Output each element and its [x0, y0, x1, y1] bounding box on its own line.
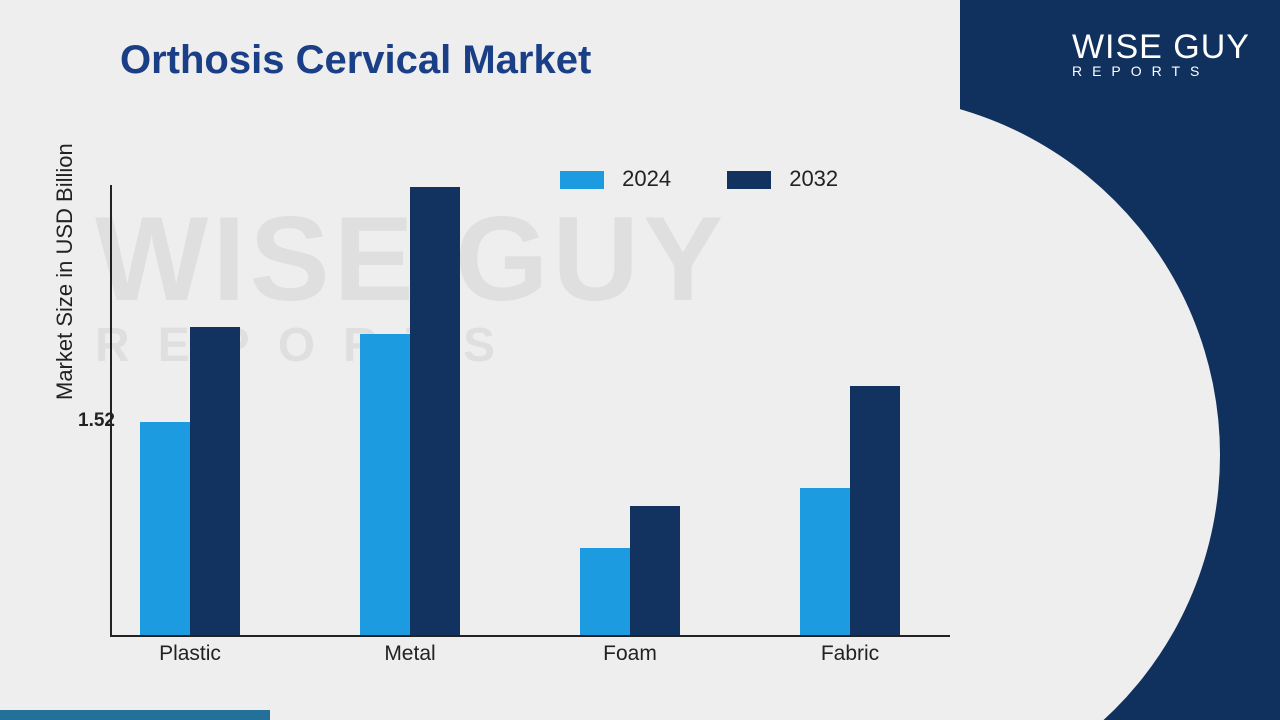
x-label-plastic: Plastic [130, 642, 250, 666]
bar-foam-2032 [630, 506, 680, 635]
chart-title: Orthosis Cervical Market [120, 38, 591, 83]
x-label-metal: Metal [350, 642, 470, 666]
bar-metal-2032 [410, 187, 460, 635]
y-axis-label: Market Size in USD Billion [52, 143, 78, 400]
legend-label-2024: 2024 [622, 166, 671, 191]
legend-swatch-2024 [560, 171, 604, 189]
x-axis [110, 635, 950, 637]
bottom-strip [0, 710, 270, 720]
x-label-fabric: Fabric [790, 642, 910, 666]
page: WISE GUY REPORTS WISE GUY REPORTS Orthos… [0, 0, 1280, 720]
bar-group-plastic [140, 327, 240, 635]
bar-fabric-2032 [850, 386, 900, 635]
legend-label-2032: 2032 [789, 166, 838, 191]
bar-group-metal [360, 187, 460, 635]
bar-plastic-2024 [140, 422, 190, 635]
bar-metal-2024 [360, 334, 410, 635]
legend-item-2024: 2024 [560, 166, 671, 192]
x-label-foam: Foam [570, 642, 690, 666]
bar-plastic-2032 [190, 327, 240, 635]
bar-foam-2024 [580, 548, 630, 635]
brand-logo: WISE GUY REPORTS [1072, 28, 1250, 79]
brand-main: WISE GUY [1072, 28, 1250, 67]
bar-fabric-2024 [800, 488, 850, 635]
legend-item-2032: 2032 [727, 166, 838, 192]
y-tick-1-52: 1.52 [78, 410, 115, 432]
bar-group-foam [580, 506, 680, 635]
legend: 2024 2032 [560, 166, 838, 192]
legend-swatch-2032 [727, 171, 771, 189]
bar-group-fabric [800, 386, 900, 635]
